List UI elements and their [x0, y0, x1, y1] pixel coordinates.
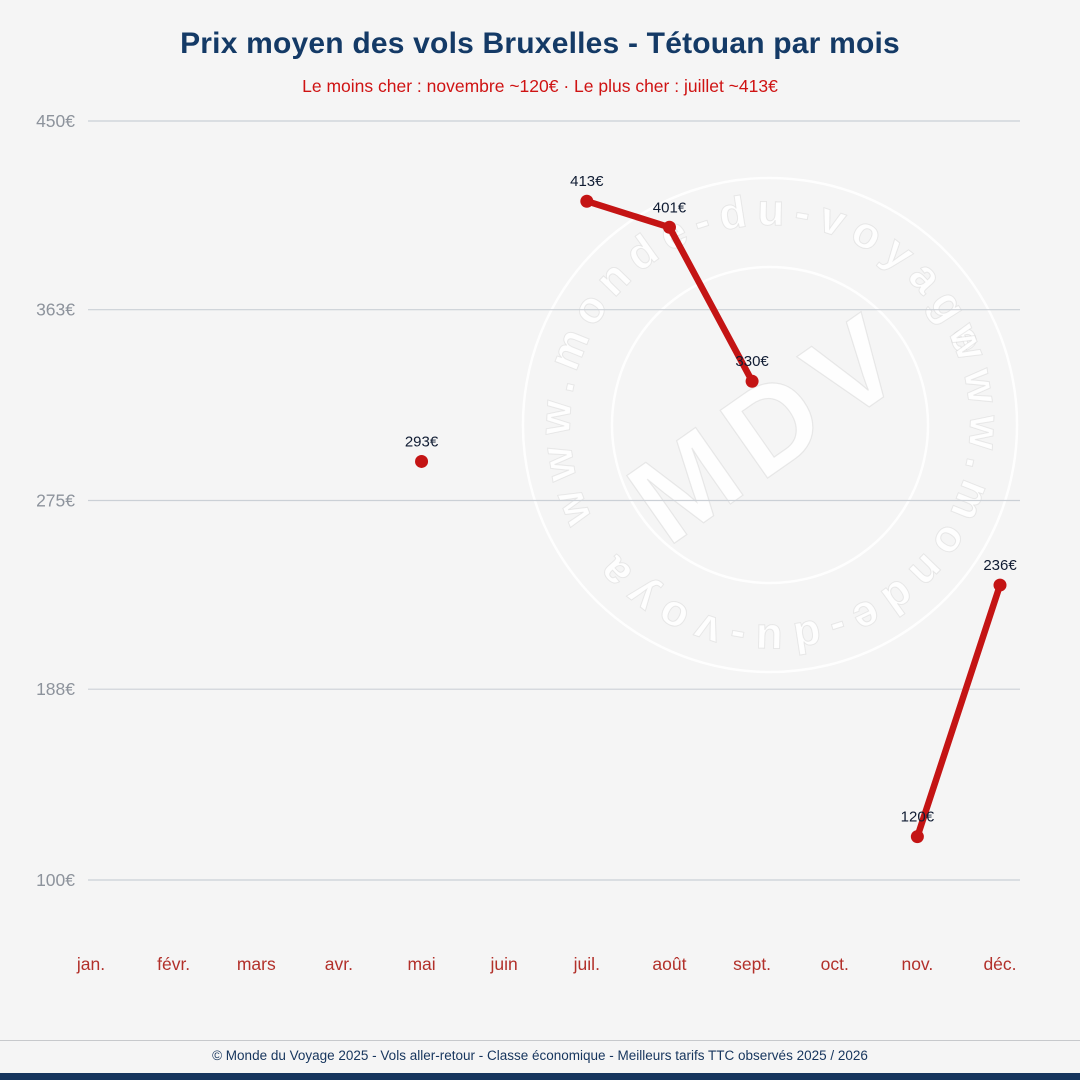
data-value-label-déc: 236€ [983, 557, 1017, 574]
page-subtitle: Le moins cher : novembre ~120€ · Le plus… [302, 76, 778, 96]
x-axis-month-label-4: avr. [325, 954, 353, 974]
x-axis-month-label-9: sept. [733, 954, 771, 974]
x-axis-month-label-1: jan. [76, 954, 105, 974]
y-axis-tick-label: 450€ [36, 111, 75, 131]
data-point-mai [415, 454, 429, 468]
x-axis-month-label-3: mars [237, 954, 276, 974]
y-axis-tick-label: 363€ [36, 300, 75, 320]
data-point-août [662, 220, 676, 234]
x-axis-month-label-6: juin [490, 954, 518, 974]
data-point-déc [993, 578, 1007, 592]
page-title: Prix moyen des vols Bruxelles - Tétouan … [180, 27, 900, 60]
watermark-inner-ring [610, 265, 930, 585]
footer-divider [0, 1040, 1080, 1041]
data-point-juil [580, 194, 594, 208]
y-axis-tick-label: 100€ [36, 870, 75, 890]
footer-bottom-bar [0, 1073, 1080, 1080]
data-point-sept [745, 374, 759, 388]
x-axis-month-label-5: mai [407, 954, 435, 974]
data-point-nov [910, 830, 924, 844]
watermark-outer-ring [521, 176, 1019, 674]
x-axis-month-label-12: déc. [983, 954, 1016, 974]
x-axis-month-label-10: oct. [821, 954, 849, 974]
y-axis-tick-label: 188€ [36, 679, 75, 699]
watermark-center-text: MDV [606, 282, 936, 569]
data-value-label-mai: 293€ [405, 433, 439, 450]
data-value-label-sept: 330€ [735, 353, 769, 370]
data-value-label-juil: 413€ [570, 173, 604, 190]
x-axis-month-label-11: nov. [901, 954, 933, 974]
data-value-label-août: 401€ [653, 199, 687, 216]
x-axis-month-label-7: juil. [573, 954, 600, 974]
footer-text: © Monde du Voyage 2025 - Vols aller-reto… [212, 1048, 868, 1063]
x-axis-month-label-2: févr. [157, 954, 190, 974]
x-axis-month-label-8: août [652, 954, 686, 974]
data-value-label-nov: 120€ [901, 809, 935, 826]
y-axis-tick-label: 275€ [36, 491, 75, 511]
